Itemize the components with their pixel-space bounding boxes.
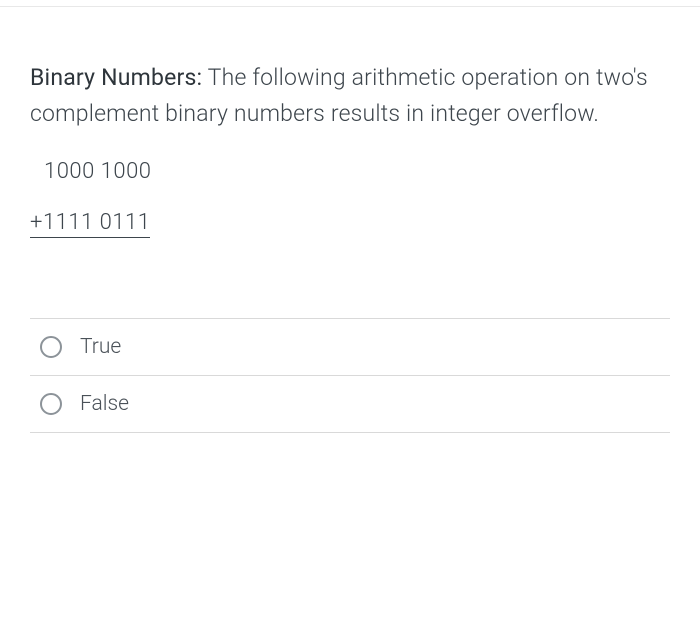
option-label: True (80, 335, 121, 359)
option-true[interactable]: True (30, 318, 670, 375)
question-title: Binary Numbers: (30, 64, 202, 91)
operand-1: 1000 1000 (30, 159, 670, 184)
radio-icon (40, 336, 62, 358)
option-label: False (80, 392, 129, 416)
operand-2-row: +1111 0111 (30, 210, 670, 238)
question-text: Binary Numbers: The following arithmetic… (30, 60, 670, 131)
operand-2: +1111 0111 (30, 210, 150, 238)
top-divider (0, 6, 700, 7)
radio-icon (40, 393, 62, 415)
arithmetic-operation: 1000 1000 +1111 0111 (30, 159, 670, 238)
answer-options: True False (30, 318, 670, 433)
option-false[interactable]: False (30, 375, 670, 433)
